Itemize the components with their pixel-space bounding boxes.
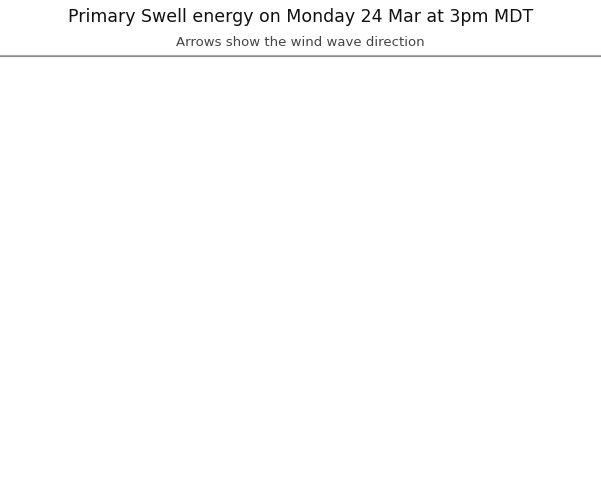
Text: cartopy required: cartopy required [219,263,382,282]
Text: Arrows show the wind wave direction: Arrows show the wind wave direction [176,36,425,49]
Text: Primary Swell energy on Monday 24 Mar at 3pm MDT: Primary Swell energy on Monday 24 Mar at… [68,8,533,26]
